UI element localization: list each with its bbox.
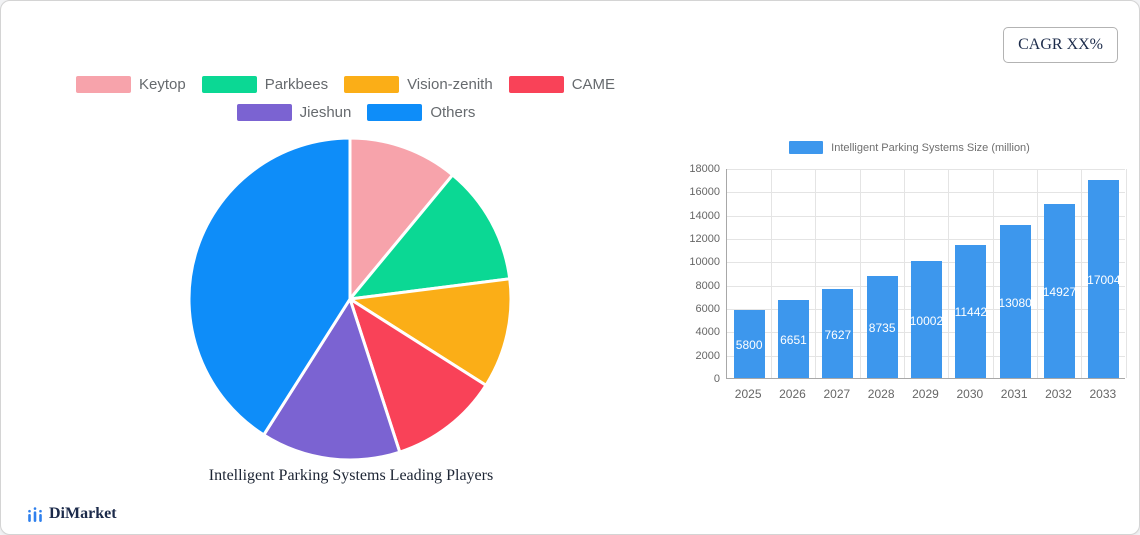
bar-chart-legend: Intelligent Parking Systems Size (millio…: [686, 141, 1133, 154]
x-axis-tick: 2032: [1045, 387, 1072, 401]
legend-swatch-others: [367, 104, 423, 121]
y-axis-tick: 14000: [689, 209, 720, 222]
gridline: [1125, 169, 1127, 378]
pie-legend: Keytop Parkbees Vision-zenith CAME Jieshun Ot…: [76, 76, 636, 132]
pie-legend-row: Keytop Parkbees Vision-zenith CAME: [76, 76, 636, 93]
y-axis-tick: 6000: [695, 303, 720, 315]
y-axis-tick: 16000: [689, 186, 720, 199]
legend-swatch-parkbees: [201, 76, 257, 93]
pie-slice-others[interactable]: [187, 136, 352, 437]
bar-plot-area: 5800 6651 7627 8735 10002 11442 13080 14927 1700…: [726, 169, 1127, 379]
legend-swatch-vision-zenith: [344, 76, 400, 93]
pie-slice-came[interactable]: [348, 297, 488, 454]
legend-item-others[interactable]: Others: [367, 104, 475, 121]
dimarket-logo-icon: [28, 507, 42, 522]
y-axis-tick: 18000: [689, 163, 720, 175]
legend-item-parkbees[interactable]: Parkbees: [201, 76, 329, 93]
y-axis-tick: 10000: [689, 256, 720, 269]
legend-item-jieshun[interactable]: Jieshun: [236, 104, 352, 121]
pie-slice-parkbees[interactable]: [348, 173, 512, 301]
bar-2030[interactable]: [955, 244, 987, 378]
bar-value-label: 17004: [1087, 272, 1121, 287]
legend-item-keytop[interactable]: Keytop: [76, 76, 186, 93]
bar-legend-label: Intelligent Parking Systems Size (millio…: [831, 141, 1030, 154]
bar-legend-swatch[interactable]: [789, 141, 824, 154]
gridline: [1036, 169, 1038, 378]
bar-2032[interactable]: [1044, 203, 1075, 378]
pie-slice-keytop[interactable]: [348, 136, 455, 301]
x-axis-tick: 2033: [1089, 387, 1117, 401]
gridline: [727, 169, 1125, 170]
bar-value-label: 11442: [954, 305, 988, 320]
gridline: [948, 169, 950, 378]
gridline: [727, 239, 1125, 240]
pie-slice-vision-zenith[interactable]: [348, 277, 513, 387]
legend-swatch-came: [508, 76, 564, 93]
legend-label: Parkbees: [264, 76, 329, 93]
bar-value-label: 14927: [1042, 284, 1077, 299]
bar-2033[interactable]: [1088, 179, 1120, 378]
legend-label: Jieshun: [299, 104, 352, 121]
bar-value-label: 13080: [998, 295, 1032, 310]
bar-value-label: 5800: [735, 338, 763, 353]
brand-logo: DiMarket: [27, 505, 117, 522]
x-axis-tick: 2027: [823, 387, 851, 401]
pie-chart-title: Intelligent Parking Systems Leading Play…: [208, 467, 494, 484]
bar-value-label: 7627: [824, 327, 852, 342]
bar-value-label: 10002: [909, 313, 944, 328]
x-axis-tick: 2029: [912, 387, 939, 401]
legend-label: Keytop: [139, 76, 186, 93]
y-axis-tick: 12000: [689, 233, 720, 245]
bar-2029[interactable]: [911, 261, 942, 378]
legend-swatch-keytop: [76, 76, 131, 93]
gridline: [727, 215, 1125, 217]
x-axis-tick: 2026: [779, 387, 806, 401]
y-axis-tick: 0: [713, 373, 720, 385]
x-axis-tick: 2025: [734, 387, 762, 401]
gridline: [992, 169, 994, 378]
cagr-badge: CAGR XX%: [1003, 27, 1118, 63]
bar-value-label: 6651: [780, 333, 807, 348]
gridline: [727, 192, 1125, 194]
bar-2026[interactable]: [778, 300, 809, 378]
pie-slice-jieshun[interactable]: [262, 297, 402, 462]
bar-2028[interactable]: [866, 276, 898, 378]
x-axis-tick: 2030: [956, 387, 984, 401]
gridline: [859, 169, 861, 378]
legend-item-came[interactable]: CAME: [508, 76, 616, 93]
legend-label: Vision-zenith: [407, 76, 493, 93]
legend-label: Others: [430, 104, 476, 121]
x-axis-tick: 2031: [1000, 387, 1028, 401]
bar-2031[interactable]: [999, 225, 1031, 378]
brand-name: DiMarket: [49, 505, 117, 522]
pie-chart: [187, 136, 513, 462]
bar-2027[interactable]: [822, 289, 854, 378]
gridline: [770, 169, 772, 378]
bar-2025[interactable]: [733, 310, 765, 378]
pie-legend-row: Jieshun Others: [76, 104, 636, 121]
bar-chart: Intelligent Parking Systems Size (millio…: [686, 141, 1133, 407]
y-axis-tick: 2000: [695, 349, 720, 362]
gridline: [1081, 169, 1083, 378]
bar-value-label: 8735: [868, 321, 896, 335]
legend-item-vision-zenith[interactable]: Vision-zenith: [344, 76, 493, 93]
legend-label: CAME: [571, 76, 616, 93]
gridline: [903, 169, 905, 378]
y-axis-tick: 8000: [695, 279, 720, 292]
y-axis-tick: 4000: [695, 326, 720, 339]
legend-swatch-jieshun: [236, 104, 292, 121]
x-axis-tick: 2028: [867, 387, 895, 401]
gridline: [815, 169, 817, 378]
